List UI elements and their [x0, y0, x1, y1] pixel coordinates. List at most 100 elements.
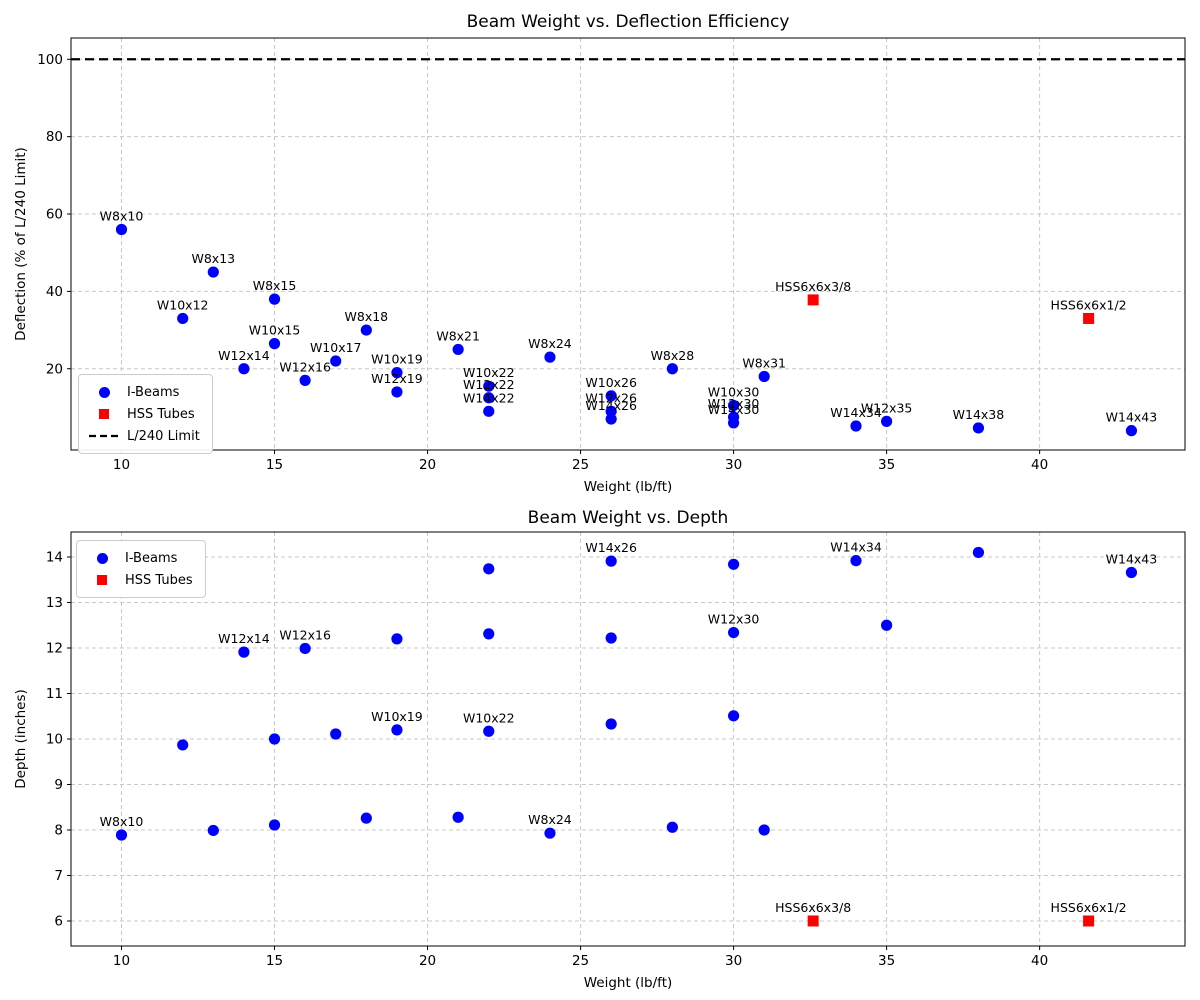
legend: I-Beams HSS Tubes	[76, 540, 206, 598]
point-label: HSS6x6x3/8	[775, 900, 851, 915]
i-beam-point	[605, 555, 617, 567]
i-beam-point	[483, 563, 495, 575]
i-beam-point	[666, 363, 678, 375]
i-beam-point	[727, 710, 740, 722]
y-tick-label: 14	[46, 550, 63, 566]
i-beam-point	[207, 266, 219, 278]
i-beam-point	[666, 821, 678, 833]
point-label: W8x15	[253, 278, 297, 293]
point-label: W10x26	[585, 375, 637, 390]
point-label: W12x26	[585, 390, 637, 405]
legend-entry: I-Beams	[89, 381, 200, 403]
square-marker-icon	[99, 409, 109, 419]
y-tick-label: 11	[46, 686, 63, 702]
i-beam-point	[972, 546, 985, 559]
i-beam-point	[360, 812, 372, 824]
point-label: HSS6x6x3/8	[775, 279, 851, 294]
i-beam-point	[727, 417, 740, 429]
hss-point	[1083, 915, 1095, 927]
i-beam-point	[850, 420, 862, 432]
y-tick-label: 12	[46, 641, 63, 657]
i-beam-point	[268, 819, 281, 831]
point-label: W12x16	[279, 627, 331, 642]
i-beam-point	[605, 413, 617, 425]
point-label: W14x30	[708, 402, 760, 417]
point-label: W12x35	[861, 400, 913, 415]
y-tick-label: 40	[46, 284, 63, 300]
legend-square-marker-icon	[89, 409, 119, 419]
legend-circle-marker-icon	[87, 552, 117, 564]
point-label: W10x22	[463, 365, 515, 380]
legend-label: I-Beams	[125, 550, 178, 566]
y-tick-label: 10	[46, 732, 63, 748]
point-label: W12x16	[279, 359, 331, 374]
i-beam-point	[758, 824, 770, 836]
depth-chart: Beam Weight vs. Depth Depth (inches) 10 1…	[0, 500, 1200, 1000]
point-label: W8x13	[191, 251, 235, 266]
point-label: W10x22	[463, 710, 515, 725]
point-label: W12x30	[708, 612, 760, 627]
x-axis-label: Weight (lb/ft)	[583, 975, 673, 991]
x-tick-label: 40	[1031, 457, 1048, 473]
point-label: W14x43	[1106, 551, 1158, 566]
square-marker-icon	[97, 575, 107, 585]
i-beam-point	[881, 619, 893, 631]
i-beam-point	[391, 367, 403, 379]
point-label: W10x19	[371, 709, 423, 724]
point-label: W10x30	[708, 385, 760, 400]
circle-marker-icon	[96, 552, 108, 564]
i-beam-point	[483, 392, 495, 404]
i-beam-point	[330, 728, 342, 740]
point-label: W10x19	[371, 352, 423, 367]
i-beam-point	[727, 558, 740, 570]
legend: I-Beams HSS Tubes L/240 Limit	[78, 374, 213, 454]
i-beam-point	[605, 718, 617, 730]
legend-square-marker-icon	[87, 575, 117, 585]
i-beam-point	[605, 390, 617, 402]
hss-point	[807, 294, 819, 306]
i-beam-point	[972, 422, 985, 434]
legend-dashed-line-icon	[89, 433, 119, 439]
i-beam-point	[452, 343, 464, 356]
legend-entry: L/240 Limit	[89, 425, 200, 447]
i-beam-point	[268, 733, 281, 745]
deflection-chart: Beam Weight vs. Deflection Efficiency De…	[13, 12, 1186, 495]
i-beam-point	[299, 374, 311, 386]
i-beam-point	[238, 646, 250, 658]
chart-title: Beam Weight vs. Deflection Efficiency	[466, 12, 790, 32]
x-tick-label: 30	[725, 457, 742, 473]
point-label: W8x18	[345, 309, 389, 324]
i-beam-point	[483, 380, 495, 392]
i-beam-point	[1125, 425, 1138, 437]
x-tick-label: 25	[572, 953, 589, 969]
point-label: W12x14	[218, 348, 270, 363]
point-label: W8x24	[528, 336, 572, 351]
i-beam-point	[881, 415, 893, 427]
y-tick-label: 60	[46, 207, 63, 223]
legend-label: I-Beams	[127, 384, 180, 400]
legend-entry: I-Beams	[87, 547, 193, 569]
i-beam-point	[391, 386, 403, 398]
x-tick-label: 15	[266, 953, 283, 969]
x-tick-label: 35	[878, 953, 895, 969]
point-label: HSS6x6x1/2	[1051, 297, 1127, 312]
i-beam-point	[177, 312, 189, 325]
point-label: W12x22	[463, 377, 515, 392]
legend-label: HSS Tubes	[125, 572, 193, 588]
i-beam-point	[177, 739, 189, 751]
x-tick-label: 35	[878, 457, 895, 473]
x-tick-label: 20	[419, 953, 436, 969]
legend-label: L/240 Limit	[127, 428, 200, 444]
i-beam-point	[268, 338, 281, 350]
point-label: W10x15	[249, 323, 301, 338]
point-label: W14x26	[585, 540, 637, 555]
point-label: W12x19	[371, 371, 423, 386]
point-label: W10x17	[310, 340, 362, 355]
point-label: W8x31	[742, 355, 786, 370]
i-beam-point	[544, 827, 556, 839]
y-tick-label: 9	[54, 777, 63, 793]
y-tick-label: 6	[54, 913, 63, 929]
x-tick-label: 10	[113, 457, 130, 473]
y-tick-label: 8	[54, 822, 63, 838]
x-tick-label: 25	[572, 457, 589, 473]
